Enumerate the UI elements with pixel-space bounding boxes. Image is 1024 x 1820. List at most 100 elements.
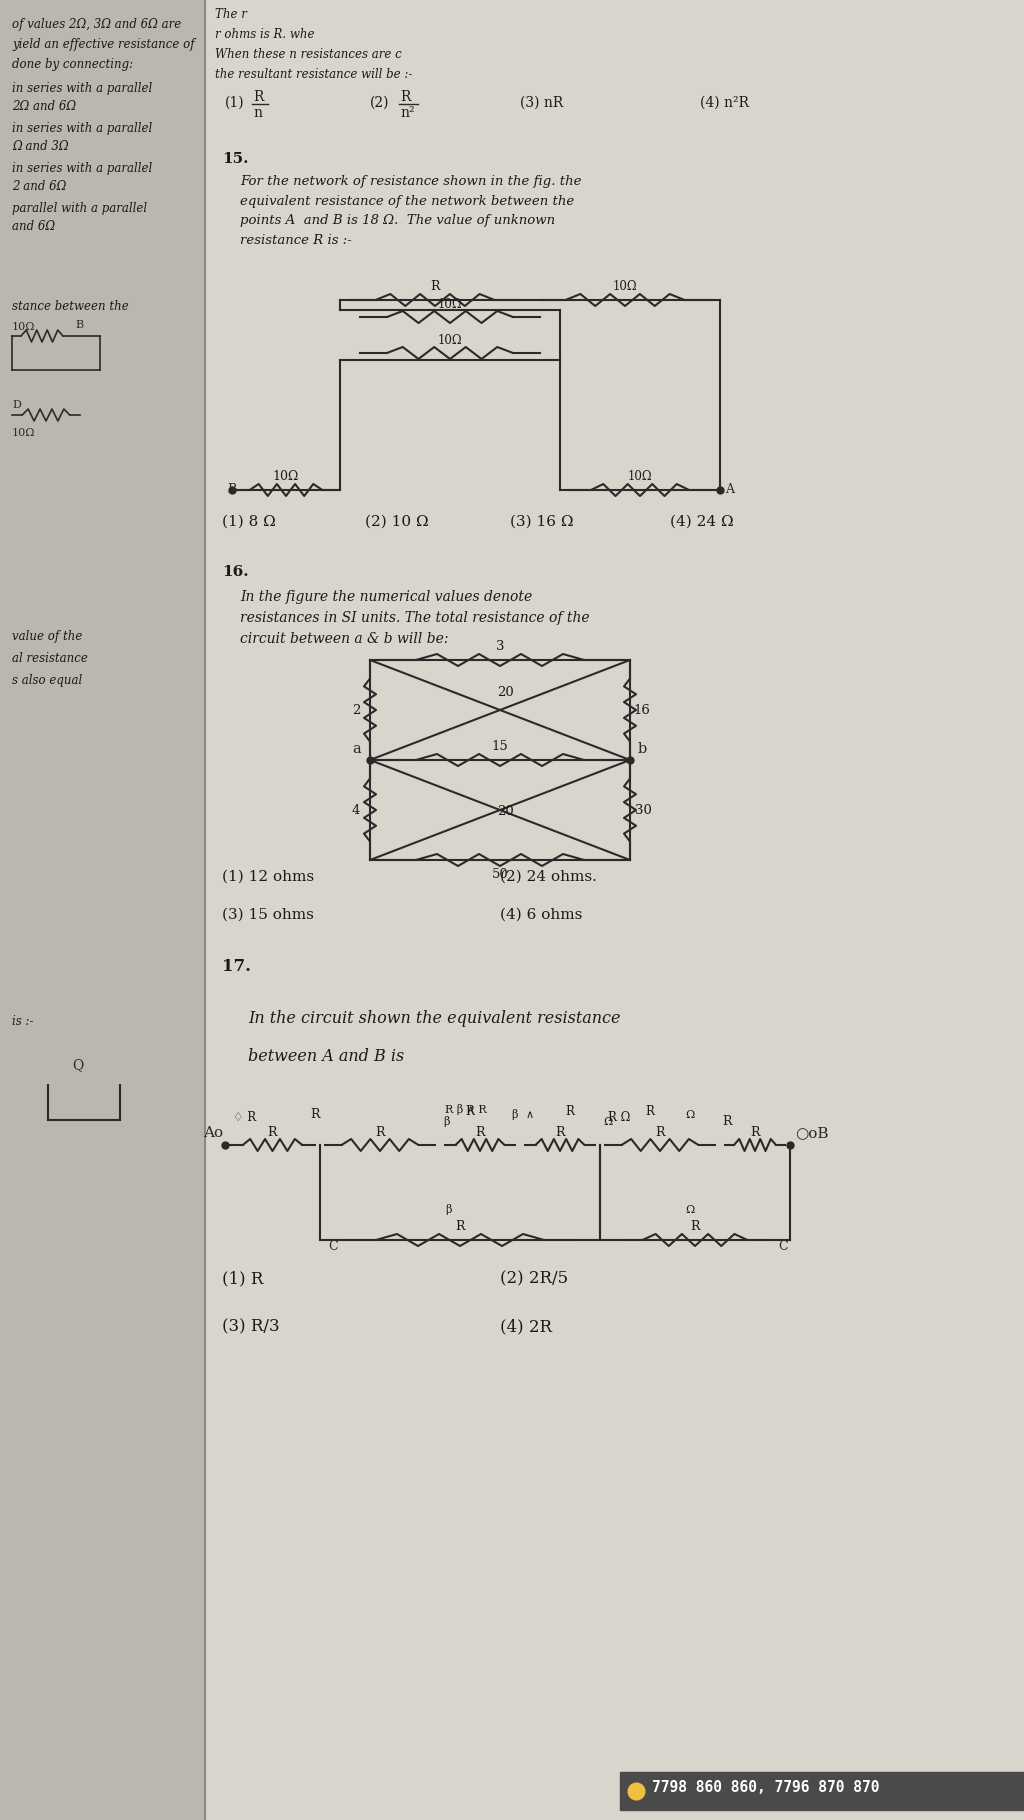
Text: (2) 2R/5: (2) 2R/5 xyxy=(500,1270,568,1287)
Text: 3: 3 xyxy=(496,641,504,653)
Text: A: A xyxy=(725,482,734,497)
Text: β: β xyxy=(512,1108,518,1119)
Text: R: R xyxy=(375,1125,385,1139)
Text: R: R xyxy=(565,1105,574,1117)
Text: The r: The r xyxy=(215,7,247,22)
Text: R: R xyxy=(655,1125,665,1139)
Text: in series with a parallel: in series with a parallel xyxy=(12,122,153,135)
Text: (1): (1) xyxy=(225,96,245,109)
Text: a: a xyxy=(352,743,360,755)
Text: R: R xyxy=(430,280,439,293)
Text: R: R xyxy=(310,1108,319,1121)
Text: (3) R/3: (3) R/3 xyxy=(222,1318,280,1336)
Text: parallel with a parallel: parallel with a parallel xyxy=(12,202,147,215)
Text: r ohms is R. whe: r ohms is R. whe xyxy=(215,27,314,42)
Text: R: R xyxy=(722,1116,731,1128)
Text: 15.: 15. xyxy=(222,153,249,166)
Text: 2Ω and 6Ω: 2Ω and 6Ω xyxy=(12,100,76,113)
Text: ∧: ∧ xyxy=(526,1110,535,1119)
Text: B: B xyxy=(227,482,237,497)
Bar xyxy=(620,1773,1024,1811)
Text: R: R xyxy=(400,89,411,104)
Text: In the figure the numerical values denote
resistances in SI units. The total res: In the figure the numerical values denot… xyxy=(240,590,590,646)
Text: R: R xyxy=(555,1125,565,1139)
Text: B: B xyxy=(75,320,83,329)
Text: 10Ω: 10Ω xyxy=(272,470,299,482)
Text: 2 and 6Ω: 2 and 6Ω xyxy=(12,180,67,193)
Text: Ao: Ao xyxy=(203,1127,223,1139)
Text: 20: 20 xyxy=(497,804,513,817)
Text: 30: 30 xyxy=(635,803,651,817)
Text: R: R xyxy=(466,1105,474,1117)
Text: (3) 16 Ω: (3) 16 Ω xyxy=(510,515,573,530)
Text: 4: 4 xyxy=(352,803,360,817)
Text: done by connecting:: done by connecting: xyxy=(12,58,133,71)
Text: of values 2Ω, 3Ω and 6Ω are: of values 2Ω, 3Ω and 6Ω are xyxy=(12,18,181,31)
Text: 15: 15 xyxy=(492,741,508,753)
Text: R: R xyxy=(456,1221,465,1234)
Text: 2: 2 xyxy=(352,704,360,717)
Text: 10Ω: 10Ω xyxy=(437,297,462,311)
Text: (4) 2R: (4) 2R xyxy=(500,1318,552,1336)
Text: 16: 16 xyxy=(634,704,650,717)
Text: stance between the: stance between the xyxy=(12,300,129,313)
Text: value of the: value of the xyxy=(12,630,82,642)
Text: and 6Ω: and 6Ω xyxy=(12,220,55,233)
Text: R: R xyxy=(690,1221,699,1234)
Text: between A and B is: between A and B is xyxy=(248,1048,404,1065)
Text: 20: 20 xyxy=(497,686,513,699)
Text: ♢ R: ♢ R xyxy=(233,1110,256,1125)
Text: Ω: Ω xyxy=(603,1117,612,1127)
Text: (2): (2) xyxy=(370,96,389,109)
Text: (3) 15 ohms: (3) 15 ohms xyxy=(222,908,314,923)
Bar xyxy=(0,0,205,1820)
Text: al resistance: al resistance xyxy=(12,652,88,664)
Text: R: R xyxy=(645,1105,654,1117)
Text: R: R xyxy=(475,1125,484,1139)
Text: b: b xyxy=(638,743,647,755)
Text: n²: n² xyxy=(400,106,415,120)
Text: 10Ω: 10Ω xyxy=(12,428,36,439)
Text: (4) 6 ohms: (4) 6 ohms xyxy=(500,908,583,923)
Text: n: n xyxy=(253,106,262,120)
Text: in series with a parallel: in series with a parallel xyxy=(12,82,153,95)
Text: 17.: 17. xyxy=(222,957,251,976)
Text: D: D xyxy=(12,400,20,410)
Text: β: β xyxy=(443,1116,450,1127)
Text: Ω and 3Ω: Ω and 3Ω xyxy=(12,140,69,153)
Text: Ω: Ω xyxy=(685,1205,694,1216)
Text: R β ∧ R: R β ∧ R xyxy=(445,1105,486,1116)
Text: (2) 24 ohms.: (2) 24 ohms. xyxy=(500,870,597,885)
Text: (1) 12 ohms: (1) 12 ohms xyxy=(222,870,314,885)
Text: 10Ω: 10Ω xyxy=(612,280,637,293)
Text: β: β xyxy=(444,1205,452,1216)
Text: (1) R: (1) R xyxy=(222,1270,263,1287)
Text: In the circuit shown the equivalent resistance: In the circuit shown the equivalent resi… xyxy=(248,1010,621,1026)
Text: R: R xyxy=(267,1125,278,1139)
Text: (4) 24 Ω: (4) 24 Ω xyxy=(670,515,733,530)
Text: s also equal: s also equal xyxy=(12,673,82,686)
Text: R: R xyxy=(253,89,263,104)
Text: in series with a parallel: in series with a parallel xyxy=(12,162,153,175)
Text: 10Ω: 10Ω xyxy=(437,333,462,346)
Text: is :-: is :- xyxy=(12,1016,34,1028)
Text: 50: 50 xyxy=(492,868,508,881)
Text: (3) nR: (3) nR xyxy=(520,96,563,109)
Text: (2) 10 Ω: (2) 10 Ω xyxy=(365,515,429,530)
Text: 10Ω: 10Ω xyxy=(628,470,652,482)
Text: 7798 860 860, 7796 870 870: 7798 860 860, 7796 870 870 xyxy=(652,1780,880,1795)
Text: ○oB: ○oB xyxy=(795,1127,828,1139)
Text: yield an effective resistance of: yield an effective resistance of xyxy=(12,38,195,51)
Text: When these n resistances are c: When these n resistances are c xyxy=(215,47,401,62)
Text: C: C xyxy=(328,1239,338,1252)
Text: R Ω: R Ω xyxy=(608,1110,631,1125)
Text: C: C xyxy=(778,1239,787,1252)
Text: Q: Q xyxy=(72,1057,83,1072)
Text: the resultant resistance will be :-: the resultant resistance will be :- xyxy=(215,67,413,82)
Text: (4) n²R: (4) n²R xyxy=(700,96,749,109)
Text: (1) 8 Ω: (1) 8 Ω xyxy=(222,515,275,530)
Bar xyxy=(205,0,1024,1820)
Text: 10Ω: 10Ω xyxy=(12,322,36,331)
Text: Ω: Ω xyxy=(685,1110,694,1119)
Text: For the network of resistance shown in the fig. the
equivalent resistance of the: For the network of resistance shown in t… xyxy=(240,175,582,246)
